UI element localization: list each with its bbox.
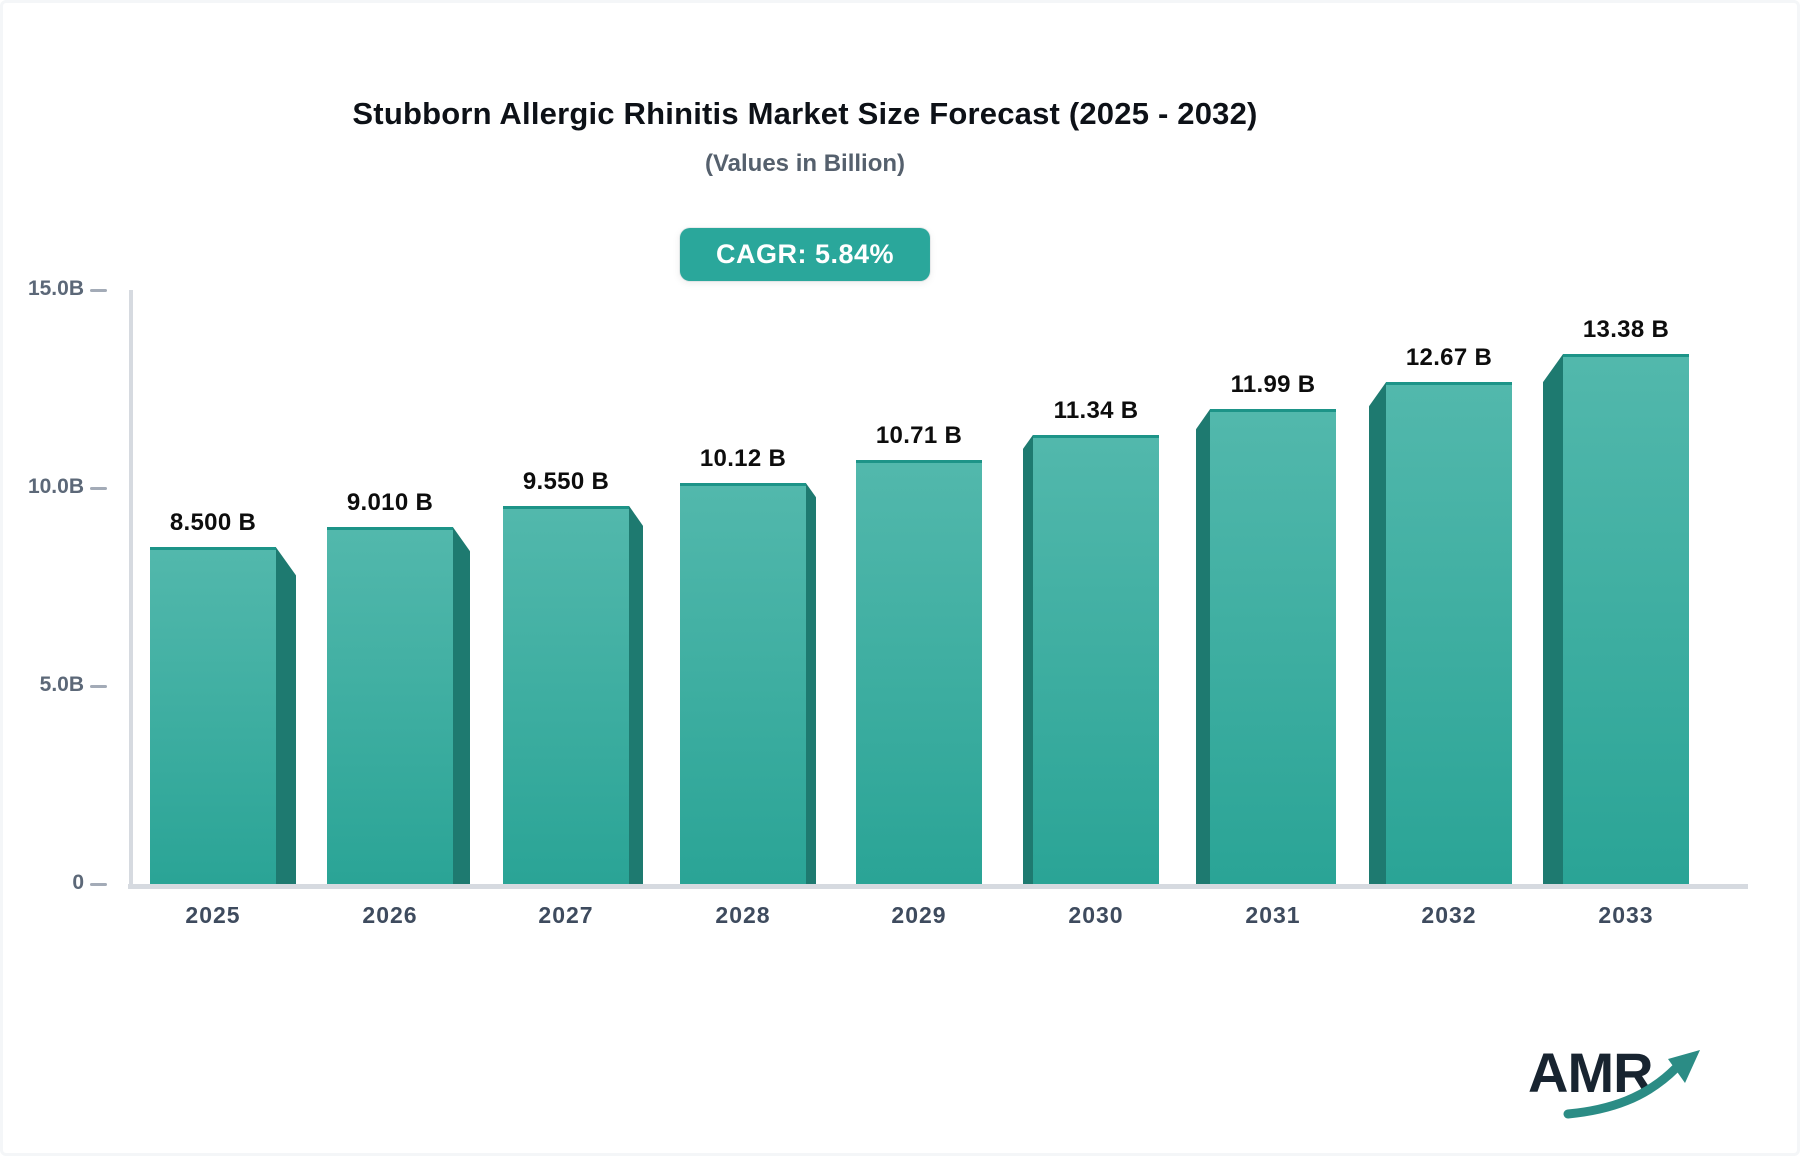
bar-value-label: 10.71 B <box>875 421 963 449</box>
x-tick-label: 2027 <box>538 902 594 928</box>
bar-value-label: 9.550 B <box>522 467 610 495</box>
x-tick-label: 2030 <box>1068 902 1124 928</box>
bar <box>327 527 453 884</box>
bar-3d-side <box>453 527 470 884</box>
page-subtitle: (Values in Billion) <box>704 150 906 177</box>
x-tick-label: 2028 <box>715 902 771 928</box>
bar-3d-side <box>629 505 643 884</box>
y-tick-label: 0 <box>72 871 84 894</box>
y-tick-label: 10.0B <box>27 475 84 498</box>
cagr-badge: CAGR: 5.84% <box>679 228 931 281</box>
bar-3d-side <box>1196 409 1210 884</box>
bar <box>1033 434 1159 884</box>
bar <box>1563 354 1689 884</box>
bar-3d-side <box>1369 382 1386 884</box>
page-title: Stubborn Allergic Rhinitis Market Size F… <box>352 96 1258 131</box>
bar-value-label: 11.34 B <box>1053 396 1139 424</box>
bar-value-label: 8.500 B <box>169 509 257 537</box>
bar <box>503 505 629 884</box>
bar <box>1210 409 1336 884</box>
growth-arrow-icon <box>1563 1050 1700 1119</box>
bar-3d-side <box>1023 434 1033 884</box>
x-axis-line <box>128 884 1748 889</box>
y-tick-mark <box>90 883 107 886</box>
y-axis-line <box>129 290 133 887</box>
y-tick-mark <box>90 487 107 490</box>
bar-3d-side <box>276 547 296 884</box>
y-tick-label: 15.0B <box>27 277 84 300</box>
bar <box>680 483 806 884</box>
bar <box>856 459 982 884</box>
x-tick-label: 2025 <box>185 902 241 928</box>
bar-3d-side <box>1543 354 1563 884</box>
bar-value-label: 11.99 B <box>1230 371 1316 399</box>
x-tick-label: 2031 <box>1245 902 1301 928</box>
x-tick-label: 2032 <box>1421 902 1477 928</box>
x-tick-label: 2026 <box>362 902 418 928</box>
x-tick-label: 2029 <box>891 902 947 928</box>
brand-logo: AMR <box>1528 1030 1788 1140</box>
bar <box>1386 382 1512 884</box>
y-tick-mark <box>90 289 107 292</box>
bar-3d-side <box>806 483 816 884</box>
bar-value-label: 12.67 B <box>1405 344 1493 372</box>
bar-value-label: 13.38 B <box>1582 316 1670 344</box>
x-tick-label: 2033 <box>1598 902 1654 928</box>
y-tick-mark <box>90 685 107 688</box>
y-tick-label: 5.0B <box>39 673 84 696</box>
bar-value-label: 10.12 B <box>699 445 787 473</box>
bar-value-label: 9.010 B <box>346 489 434 517</box>
bar <box>150 547 276 884</box>
